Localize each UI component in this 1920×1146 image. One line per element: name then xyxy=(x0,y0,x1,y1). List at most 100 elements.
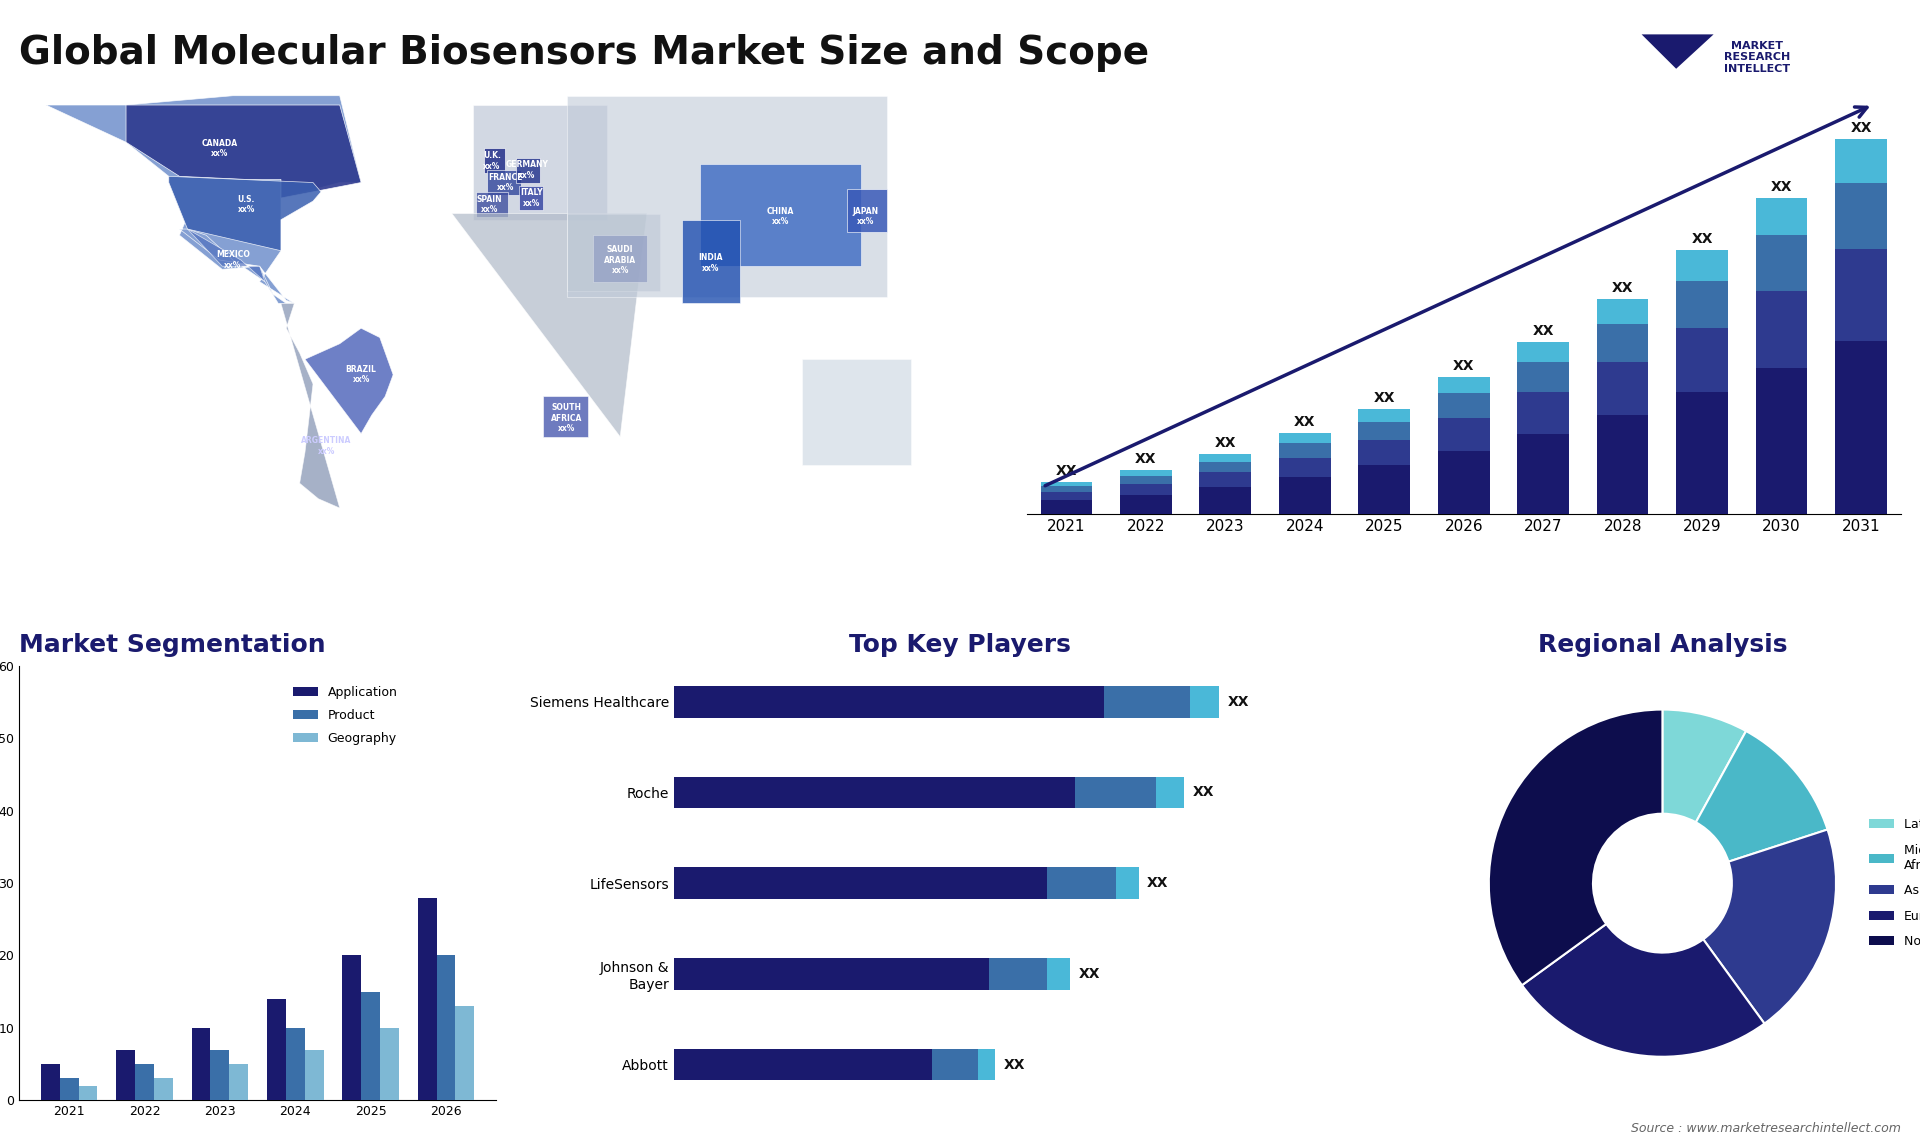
Text: CHINA
xx%: CHINA xx% xyxy=(766,207,795,226)
Bar xyxy=(79,1085,98,1100)
Bar xyxy=(1359,409,1409,422)
Text: ARGENTINA
xx%: ARGENTINA xx% xyxy=(301,437,351,456)
Text: CANADA
xx%: CANADA xx% xyxy=(202,139,238,158)
Bar xyxy=(674,1049,931,1081)
Text: XX: XX xyxy=(1613,281,1634,295)
Polygon shape xyxy=(593,235,647,282)
Text: SAUDI
ARABIA
xx%: SAUDI ARABIA xx% xyxy=(605,245,636,275)
Bar xyxy=(1119,477,1171,484)
Text: SOUTH
AFRICA
xx%: SOUTH AFRICA xx% xyxy=(551,403,582,433)
Text: XX: XX xyxy=(1215,435,1236,450)
Polygon shape xyxy=(472,105,607,220)
Polygon shape xyxy=(803,359,912,464)
Bar xyxy=(1517,342,1569,362)
Bar xyxy=(1438,450,1490,515)
Bar xyxy=(1119,495,1171,515)
Bar xyxy=(1438,377,1490,393)
Legend: Latin America, Middle East &
Africa, Asia Pacific, Europe, North America: Latin America, Middle East & Africa, Asi… xyxy=(1864,814,1920,953)
Text: SPAIN
xx%: SPAIN xx% xyxy=(476,195,503,214)
Bar xyxy=(1836,182,1887,249)
Bar xyxy=(361,991,380,1100)
Bar xyxy=(40,1063,60,1100)
Polygon shape xyxy=(682,220,741,304)
Bar xyxy=(1755,198,1807,235)
Bar xyxy=(1676,392,1728,515)
Bar xyxy=(1279,477,1331,515)
Text: INDIA
xx%: INDIA xx% xyxy=(699,253,724,273)
Polygon shape xyxy=(516,158,540,182)
Polygon shape xyxy=(484,149,505,173)
Bar xyxy=(436,956,455,1100)
Bar xyxy=(134,1063,154,1100)
Polygon shape xyxy=(486,170,522,195)
Polygon shape xyxy=(1642,34,1713,69)
Polygon shape xyxy=(847,189,887,233)
Bar xyxy=(1676,328,1728,392)
Bar xyxy=(286,1028,305,1100)
Polygon shape xyxy=(451,213,647,437)
Bar xyxy=(1517,392,1569,434)
Polygon shape xyxy=(127,105,361,198)
Text: ITALY
xx%: ITALY xx% xyxy=(520,188,543,207)
Bar xyxy=(154,1078,173,1100)
Text: XX: XX xyxy=(1294,415,1315,430)
Text: XX: XX xyxy=(1227,694,1248,708)
Bar xyxy=(1597,415,1649,515)
Text: XX: XX xyxy=(1692,231,1713,246)
Bar xyxy=(211,1050,228,1100)
Polygon shape xyxy=(46,96,361,304)
Bar xyxy=(117,1050,134,1100)
Polygon shape xyxy=(188,229,265,282)
Bar xyxy=(1119,484,1171,495)
Wedge shape xyxy=(1663,709,1745,823)
Bar xyxy=(1359,465,1409,515)
Bar xyxy=(1438,417,1490,450)
Bar xyxy=(1597,299,1649,324)
Text: U.S.
xx%: U.S. xx% xyxy=(238,195,255,214)
Text: GERMANY
xx%: GERMANY xx% xyxy=(505,160,547,180)
Legend: Application, Product, Geography: Application, Product, Geography xyxy=(288,681,403,751)
Bar xyxy=(1836,249,1887,340)
Bar xyxy=(1438,393,1490,417)
Bar xyxy=(60,1078,79,1100)
Text: Source : www.marketresearchintellect.com: Source : www.marketresearchintellect.com xyxy=(1630,1122,1901,1135)
Bar xyxy=(674,685,1104,717)
Bar xyxy=(977,1049,995,1081)
Polygon shape xyxy=(518,186,543,211)
Bar xyxy=(989,958,1046,990)
Bar xyxy=(1755,368,1807,515)
Text: Global Molecular Biosensors Market Size and Scope: Global Molecular Biosensors Market Size … xyxy=(19,34,1150,72)
Bar xyxy=(1597,324,1649,362)
Bar xyxy=(267,999,286,1100)
Bar xyxy=(1279,444,1331,457)
Bar xyxy=(1041,492,1092,500)
Polygon shape xyxy=(543,397,588,437)
Bar xyxy=(1836,340,1887,515)
Polygon shape xyxy=(566,96,887,297)
Bar xyxy=(1046,868,1116,898)
Bar xyxy=(1836,139,1887,182)
Text: XX: XX xyxy=(1056,464,1077,478)
Bar xyxy=(342,956,361,1100)
Bar xyxy=(1041,486,1092,492)
Bar xyxy=(674,868,1046,898)
Bar xyxy=(1046,958,1069,990)
Bar xyxy=(1200,462,1252,472)
Bar xyxy=(1200,454,1252,462)
Text: JAPAN
xx%: JAPAN xx% xyxy=(852,207,879,226)
Polygon shape xyxy=(305,328,394,433)
Bar xyxy=(674,958,989,990)
Wedge shape xyxy=(1695,731,1828,862)
Text: XX: XX xyxy=(1770,180,1793,195)
Text: XX: XX xyxy=(1135,453,1156,466)
Bar xyxy=(455,1006,474,1100)
Wedge shape xyxy=(1488,709,1663,986)
Bar xyxy=(1279,457,1331,477)
Bar xyxy=(305,1050,324,1100)
Bar xyxy=(1116,868,1139,898)
Bar xyxy=(1200,472,1252,487)
Wedge shape xyxy=(1523,924,1764,1057)
Bar xyxy=(1279,433,1331,444)
Bar xyxy=(1359,440,1409,465)
Bar xyxy=(228,1063,248,1100)
